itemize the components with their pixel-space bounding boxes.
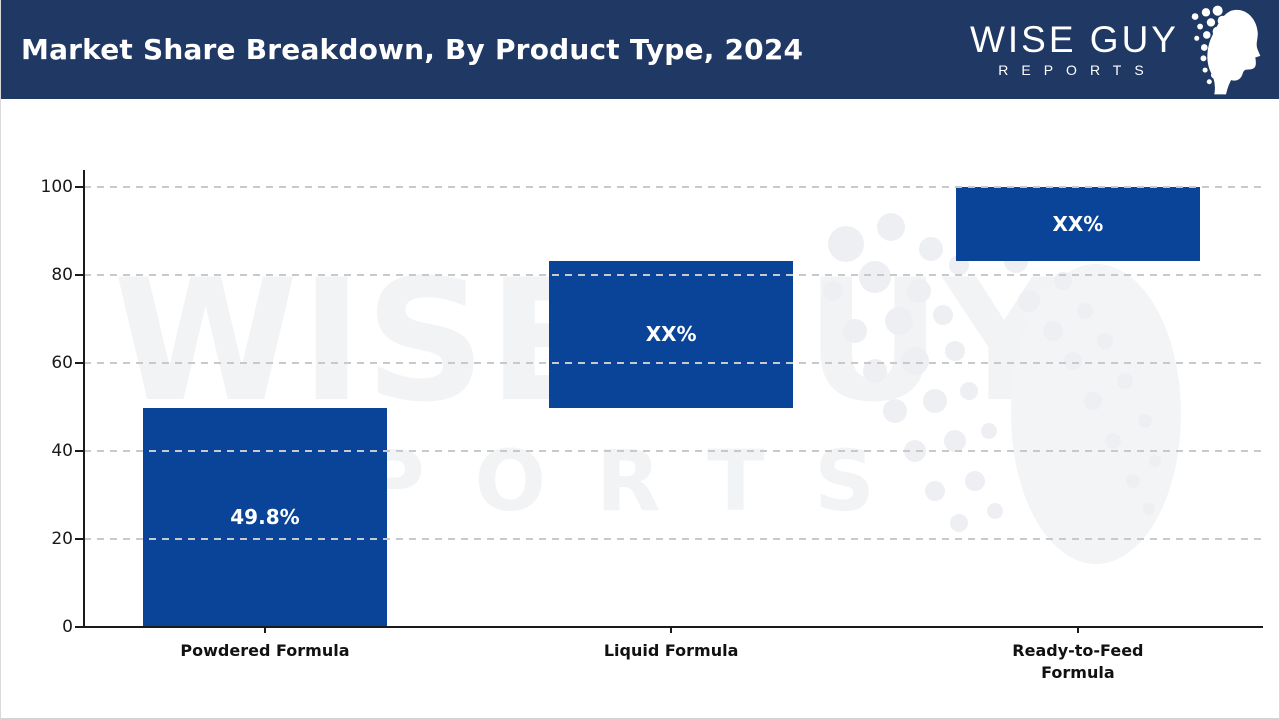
bar-value-label: 49.8% [230,505,300,530]
y-axis-tick-label: 100 [40,177,73,197]
logo-wordmark: WISE GUY [969,19,1179,61]
gridline [84,186,1263,188]
x-category-label: Liquid Formula [603,641,739,660]
y-axis-tick-label: 40 [51,441,73,461]
logo-head-icon [1191,5,1261,94]
y-axis-tick [75,450,83,452]
gridline [84,362,1263,364]
y-axis-line [83,170,85,628]
y-axis-tick-label: 80 [51,265,73,285]
logo-subtitle: REPORTS [998,61,1157,78]
y-axis-tick-label: 0 [62,617,73,637]
bar-powdered-formula: 49.8% [142,407,387,627]
header: Market Share Breakdown, By Product Type,… [1,0,1279,99]
y-axis-tick [75,362,83,364]
y-axis-tick [75,186,83,188]
bar-ready-to-feed-formula: XX% [955,187,1200,261]
x-axis-tick [1076,627,1079,633]
x-category-label: Powdered Formula [180,641,350,660]
y-axis-tick-label: 20 [51,529,73,549]
bar-value-label: XX% [1052,211,1104,236]
y-axis-tick-label: 60 [51,353,73,373]
page-title: Market Share Breakdown, By Product Type,… [21,33,804,66]
gridline [84,274,1263,276]
y-axis-tick [75,538,83,540]
gridline [84,450,1263,452]
gridline [84,538,1263,540]
x-axis-tick [263,627,266,633]
wise-guy-reports-logo: WISE GUY REPORTS [970,4,1267,96]
y-axis-tick [75,626,83,628]
x-category-label: Ready-to-Feed Formula [1012,641,1144,682]
y-axis-tick [75,274,83,276]
x-axis-tick [670,627,673,633]
bar-liquid-formula: XX% [549,260,794,408]
x-axis-line [83,626,1263,628]
bar-value-label: XX% [645,322,697,347]
